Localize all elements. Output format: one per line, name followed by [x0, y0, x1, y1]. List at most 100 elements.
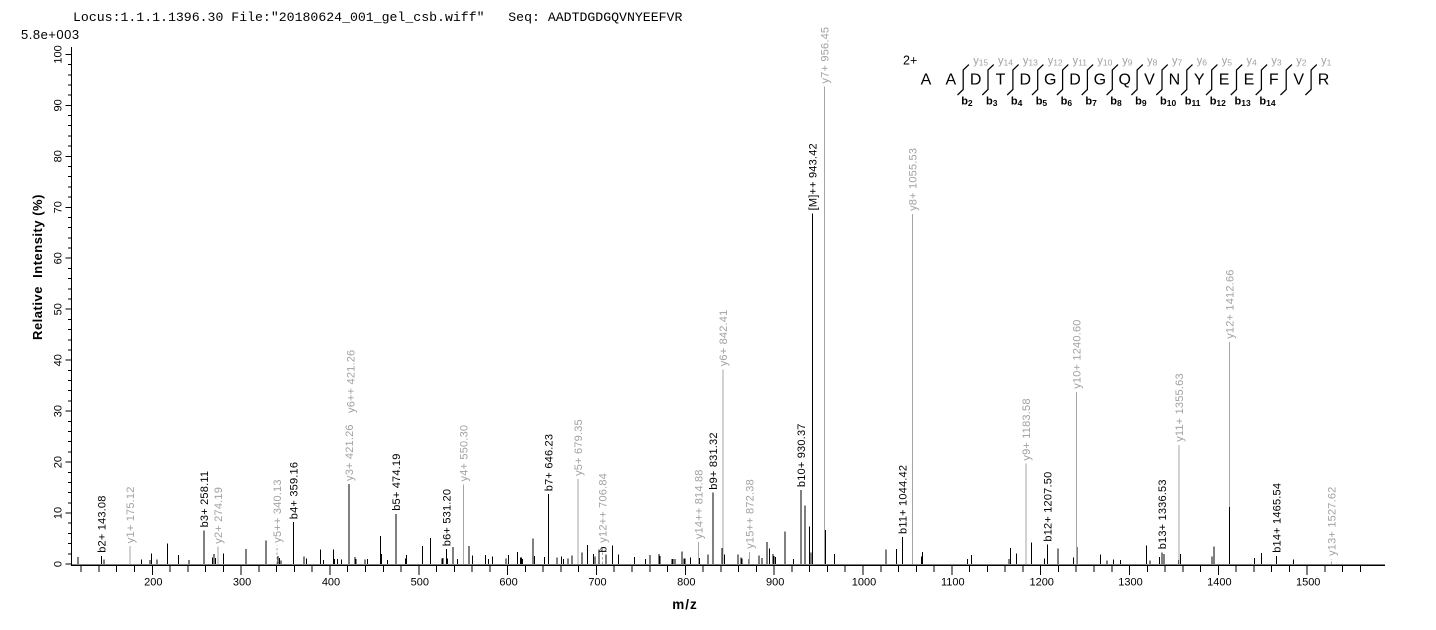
svg-text:b4: b4 [1011, 96, 1023, 109]
svg-text:b8: b8 [1110, 96, 1122, 109]
svg-text:F: F [1269, 72, 1279, 89]
svg-text:1100: 1100 [941, 577, 965, 589]
svg-text:y15++ 872.38: y15++ 872.38 [745, 479, 757, 549]
svg-text:b3+ 258.11: b3+ 258.11 [199, 471, 211, 528]
svg-text:y3+ 421.26: y3+ 421.26 [344, 424, 356, 481]
svg-text:800: 800 [677, 577, 695, 589]
svg-text:b2: b2 [961, 96, 973, 109]
svg-text:y4: y4 [1247, 55, 1258, 68]
svg-text:y2+ 274.19: y2+ 274.19 [213, 487, 225, 544]
svg-text:b14+ 1465.54: b14+ 1465.54 [1272, 483, 1284, 553]
svg-text:y8+ 1055.53: y8+ 1055.53 [907, 148, 919, 211]
svg-text:1400: 1400 [1207, 577, 1231, 589]
svg-text:5.8e+003: 5.8e+003 [21, 27, 80, 42]
svg-text:y12+ 1412.66: y12+ 1412.66 [1225, 269, 1237, 338]
svg-text:b5+ 474.19: b5+ 474.19 [391, 453, 403, 510]
svg-text:y12: y12 [1048, 55, 1063, 68]
svg-text:900: 900 [766, 577, 784, 589]
svg-text:y2: y2 [1296, 55, 1307, 68]
svg-text:400: 400 [322, 577, 340, 589]
svg-text:40: 40 [53, 354, 65, 366]
svg-text:R: R [1318, 72, 1330, 89]
svg-text:y15: y15 [973, 55, 988, 68]
svg-text:D: D [1020, 72, 1032, 89]
svg-text:G: G [1094, 72, 1106, 89]
svg-text:T: T [996, 72, 1006, 89]
svg-text:200: 200 [144, 577, 162, 589]
svg-text:Locus:1.1.1.1396.30 File:"2018: Locus:1.1.1.1396.30 File:"20180624_001_g… [73, 10, 682, 25]
svg-text:y9+ 1183.58: y9+ 1183.58 [1021, 398, 1033, 460]
svg-text:y14++ 814.88: y14++ 814.88 [694, 469, 706, 539]
svg-text:y14: y14 [998, 55, 1013, 68]
svg-text:b9: b9 [1135, 96, 1147, 109]
svg-text:y9: y9 [1122, 55, 1133, 68]
svg-text:y3: y3 [1271, 55, 1282, 68]
svg-text:y5++ 340.13: y5++ 340.13 [272, 479, 284, 542]
svg-text:b13: b13 [1235, 96, 1251, 109]
svg-text:y11: y11 [1073, 55, 1088, 68]
svg-text:80: 80 [53, 150, 65, 162]
svg-text:50: 50 [53, 303, 65, 315]
svg-text:E: E [1219, 72, 1230, 89]
svg-text:0: 0 [53, 561, 65, 567]
svg-text:y6++ 421.26: y6++ 421.26 [345, 350, 357, 413]
svg-text:10: 10 [53, 507, 65, 519]
svg-text:b4+ 359.16: b4+ 359.16 [289, 462, 301, 519]
svg-text:y11+ 1355.63: y11+ 1355.63 [1174, 373, 1186, 442]
svg-text:y5+ 679.35: y5+ 679.35 [573, 419, 585, 476]
svg-text:1300: 1300 [1118, 577, 1142, 589]
svg-text:30: 30 [53, 405, 65, 417]
svg-text:b: b [598, 546, 610, 552]
svg-text:60: 60 [53, 252, 65, 264]
svg-text:1500: 1500 [1296, 577, 1320, 589]
svg-text:90: 90 [53, 99, 65, 111]
svg-text:y12++ 706.84: y12++ 706.84 [598, 473, 610, 543]
svg-text:E: E [1244, 72, 1255, 89]
svg-text:A: A [921, 72, 932, 89]
svg-text:b9+ 831.32: b9+ 831.32 [708, 432, 720, 489]
svg-text:b12+ 1207.50: b12+ 1207.50 [1042, 472, 1054, 542]
svg-text:b11: b11 [1185, 96, 1201, 109]
svg-text:y13: y13 [1023, 55, 1038, 68]
svg-text:y10: y10 [1097, 55, 1112, 68]
svg-text:Relative Intensity (%): Relative Intensity (%) [30, 194, 45, 340]
svg-text:b7: b7 [1085, 96, 1097, 109]
svg-text:A: A [945, 72, 956, 89]
svg-text:Q: Q [1118, 72, 1130, 89]
svg-text:y5: y5 [1222, 55, 1233, 68]
svg-text:V: V [1144, 72, 1155, 89]
svg-text:b3: b3 [986, 96, 998, 109]
svg-text:y7: y7 [1172, 55, 1183, 68]
svg-text:y7+ 956.45: y7+ 956.45 [819, 27, 831, 84]
svg-text:b10: b10 [1160, 96, 1176, 109]
svg-text:70: 70 [53, 201, 65, 213]
svg-text:b11+ 1044.42: b11+ 1044.42 [898, 465, 910, 534]
svg-text:Y: Y [1194, 72, 1205, 89]
svg-text:b10+ 930.37: b10+ 930.37 [796, 423, 808, 487]
svg-text:b2+ 143.08: b2+ 143.08 [97, 495, 109, 552]
svg-text:D: D [1069, 72, 1081, 89]
svg-text:y10+ 1240.60: y10+ 1240.60 [1072, 319, 1084, 388]
svg-text:b12: b12 [1210, 96, 1226, 109]
svg-text:y1+ 175.12: y1+ 175.12 [125, 486, 137, 543]
svg-text:b5: b5 [1036, 96, 1048, 109]
svg-text:700: 700 [588, 577, 606, 589]
svg-text:N: N [1169, 72, 1181, 89]
svg-text:b14: b14 [1259, 96, 1275, 109]
svg-text:y8: y8 [1147, 55, 1158, 68]
svg-text:1000: 1000 [852, 577, 876, 589]
svg-text:V: V [1293, 72, 1304, 89]
svg-text:y4+ 550.30: y4+ 550.30 [459, 425, 471, 482]
svg-text:b13+ 1336.53: b13+ 1336.53 [1157, 479, 1169, 549]
svg-text:500: 500 [411, 577, 429, 589]
svg-text:y6: y6 [1197, 55, 1208, 68]
svg-text:600: 600 [499, 577, 517, 589]
svg-text:1200: 1200 [1029, 577, 1053, 589]
svg-text:2+: 2+ [903, 54, 917, 68]
svg-text:y13+ 1527.62: y13+ 1527.62 [1327, 487, 1339, 556]
svg-text:m/z: m/z [672, 597, 698, 612]
svg-text:b6: b6 [1061, 96, 1073, 109]
svg-text:b7+ 646.23: b7+ 646.23 [544, 434, 556, 491]
svg-text:b6+ 531.20: b6+ 531.20 [442, 489, 454, 546]
svg-text:20: 20 [53, 456, 65, 468]
